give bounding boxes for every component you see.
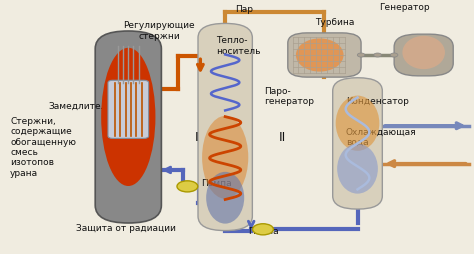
Text: Охлаждающая
вода: Охлаждающая вода xyxy=(346,128,416,147)
Circle shape xyxy=(357,53,365,57)
Text: Защита от радиации: Защита от радиации xyxy=(76,224,176,233)
Text: Конденсатор: Конденсатор xyxy=(346,97,409,106)
Circle shape xyxy=(253,224,273,235)
FancyBboxPatch shape xyxy=(95,31,161,223)
Text: Пар: Пар xyxy=(235,5,253,14)
Text: Стержни,
содержащие
обогащенную
смесь
изотопов
урана: Стержни, содержащие обогащенную смесь из… xyxy=(10,117,76,178)
Ellipse shape xyxy=(206,172,244,224)
Text: Паро-
генератор: Паро- генератор xyxy=(264,87,314,106)
Ellipse shape xyxy=(202,116,248,199)
FancyBboxPatch shape xyxy=(108,80,149,138)
Text: II: II xyxy=(278,131,285,144)
Text: Генератор: Генератор xyxy=(380,3,430,11)
Circle shape xyxy=(391,53,398,57)
Text: I: I xyxy=(195,131,199,144)
Text: Турбина: Турбина xyxy=(315,18,355,27)
Circle shape xyxy=(177,181,198,192)
Ellipse shape xyxy=(296,38,344,72)
Ellipse shape xyxy=(337,144,378,194)
Text: Регулирующие
стержни: Регулирующие стержни xyxy=(123,21,195,41)
Text: Тепло-
носитель: Тепло- носитель xyxy=(216,37,260,56)
FancyBboxPatch shape xyxy=(198,23,252,231)
Text: Помпа: Помпа xyxy=(201,179,232,188)
Text: Помпа: Помпа xyxy=(248,227,278,236)
Ellipse shape xyxy=(101,48,155,186)
Ellipse shape xyxy=(336,96,379,151)
FancyBboxPatch shape xyxy=(333,78,383,209)
FancyBboxPatch shape xyxy=(394,34,453,76)
FancyBboxPatch shape xyxy=(288,33,361,77)
Ellipse shape xyxy=(402,36,445,69)
Circle shape xyxy=(374,53,382,57)
Text: Замедлитель: Замедлитель xyxy=(48,102,112,111)
